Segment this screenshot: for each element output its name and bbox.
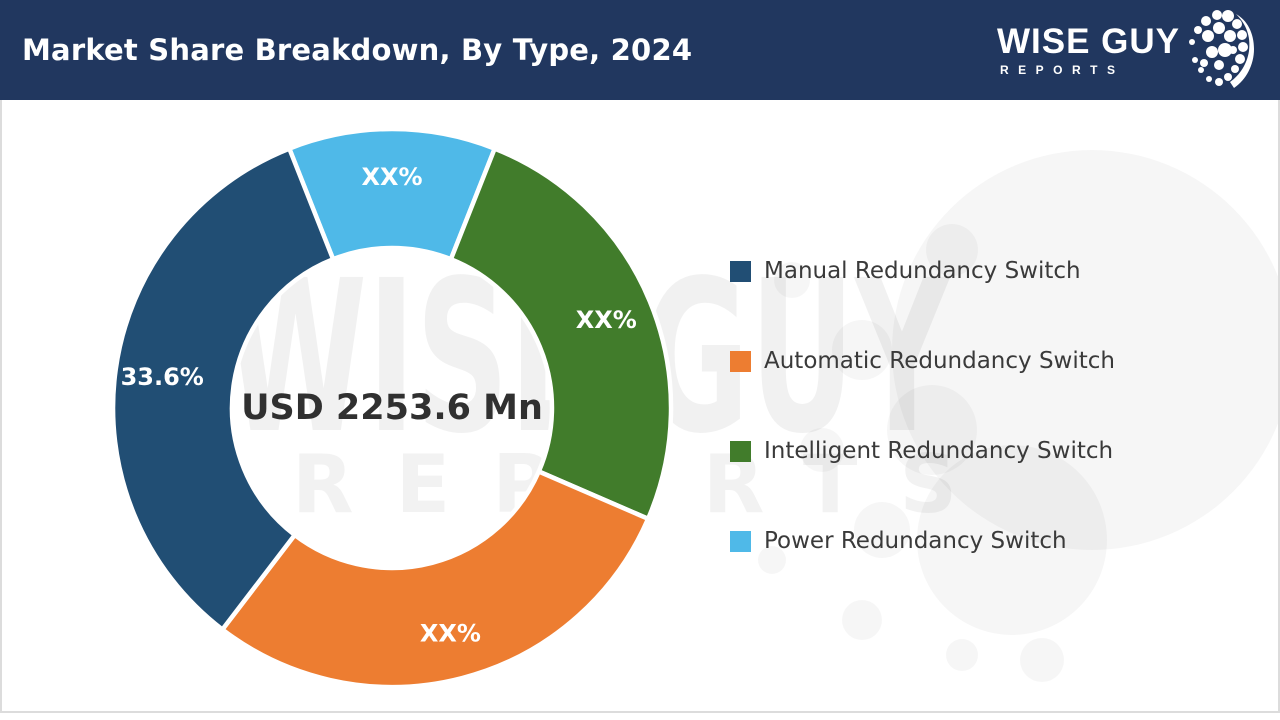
logo-wordmark: WISE GUY — [996, 22, 1180, 61]
logo-subtitle: REPORTS — [999, 63, 1125, 77]
donut-slice-automatic-redundancy-switch — [220, 469, 651, 690]
legend-item-automatic-redundancy-switch: Automatic Redundancy Switch — [730, 348, 1115, 374]
slice-percent-label-automatic-redundancy-switch: XX% — [420, 620, 481, 648]
legend-swatch-icon — [730, 260, 751, 282]
logo-dotted-face-icon — [1189, 10, 1254, 88]
legend-item-intelligent-redundancy-switch: Intelligent Redundancy Switch — [730, 438, 1115, 464]
legend-swatch-icon — [730, 350, 751, 372]
legend-swatch-icon — [730, 440, 751, 462]
page-title: Market Share Breakdown, By Type, 2024 — [22, 33, 693, 67]
legend-label: Intelligent Redundancy Switch — [764, 438, 1114, 464]
slice-percent-label-manual-redundancy-switch: 33.6% — [121, 363, 204, 391]
donut-chart: XX% XX% XX% 33.6% — [110, 126, 674, 690]
legend-label: Power Redundancy Switch — [764, 528, 1067, 554]
slice-percent-label-intelligent-redundancy-switch: XX% — [576, 306, 637, 334]
donut-slice-manual-redundancy-switch — [110, 146, 336, 632]
legend-item-manual-redundancy-switch: Manual Redundancy Switch — [730, 258, 1115, 284]
legend-label: Automatic Redundancy Switch — [764, 348, 1115, 374]
legend-item-power-redundancy-switch: Power Redundancy Switch — [730, 528, 1115, 554]
donut-slice-intelligent-redundancy-switch — [448, 146, 674, 522]
chart-legend: Manual Redundancy Switch Automatic Redund… — [730, 258, 1115, 554]
wise-guy-reports-logo: WISE GUY REPORTS — [997, 8, 1254, 92]
legend-swatch-icon — [730, 530, 751, 552]
legend-label: Manual Redundancy Switch — [764, 258, 1081, 284]
chart-panel: WISE GUY REPORTS XX%XX%XX%33.6% USD 2253… — [0, 100, 1280, 713]
header-bar: Market Share Breakdown, By Type, 2024 WI… — [0, 0, 1280, 100]
logo-text: WISE GUY REPORTS — [997, 24, 1180, 76]
chart-center-value: USD 2253.6 Mn — [241, 388, 543, 428]
slice-percent-label-power-redundancy-switch: XX% — [361, 163, 422, 191]
